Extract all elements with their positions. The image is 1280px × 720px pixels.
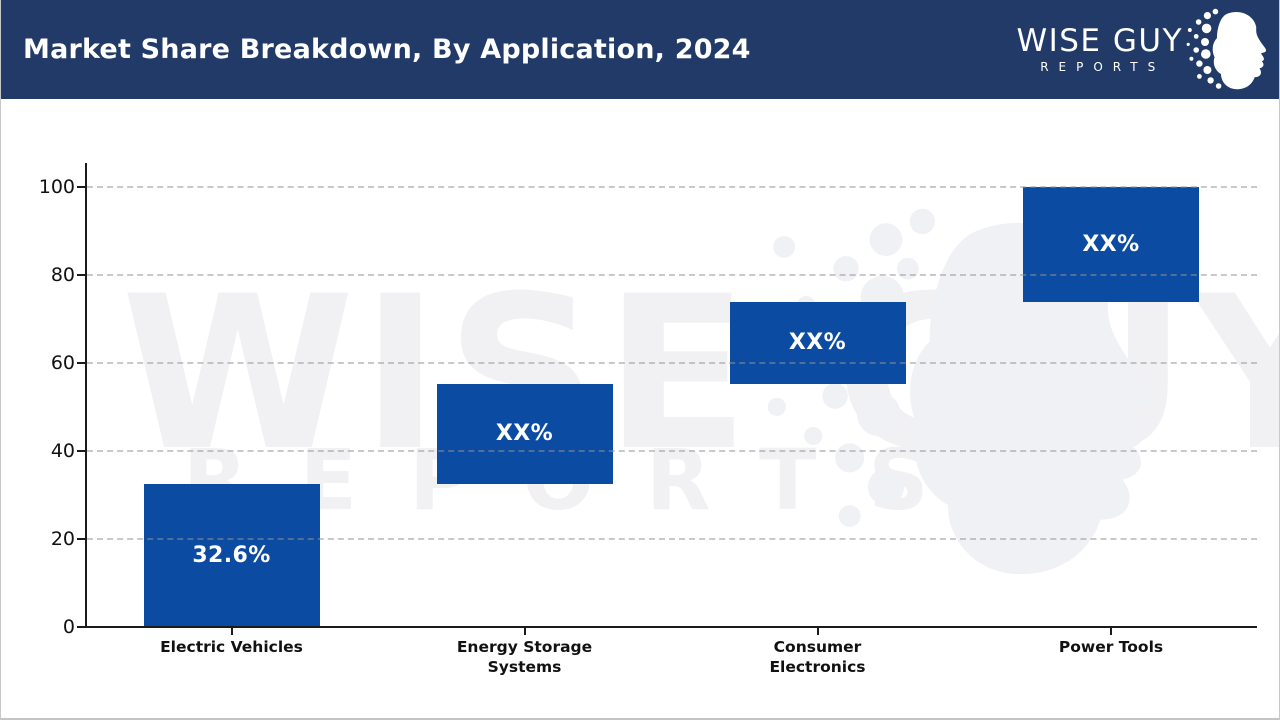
bar-consumer-electronics: XX% [729,301,906,385]
y-tick-mark [77,450,85,452]
category-label-power-tools: Power Tools [1058,638,1164,656]
x-tick-mark [816,628,819,635]
category-label-energy-storage-systems: Energy Storage Systems [456,638,593,676]
y-tick-mark [77,186,85,188]
gridline [87,538,1257,540]
y-tick-label: 0 [62,616,75,638]
y-tick-mark [77,274,85,276]
category-label-consumer-electronics: Consumer Electronics [769,638,866,676]
wiseguy-logo-name: WISE GUY [1016,23,1183,59]
category-label-electric-vehicles: Electric Vehicles [160,638,303,656]
gridline [87,362,1257,364]
y-tick-label: 40 [50,440,75,462]
x-axis-spine [85,626,1257,628]
bar-power-tools: XX% [1023,187,1199,302]
chart-title: Market Share Breakdown, By Application, … [23,34,751,65]
y-tick-label: 80 [50,264,75,286]
x-tick-mark [523,628,526,635]
x-tick-mark [1110,628,1112,635]
y-axis-spine [85,163,87,628]
gridline [87,450,1257,452]
header-bar: Market Share Breakdown, By Application, … [1,0,1279,99]
bar-value-label-electric-vehicles: 32.6% [192,542,271,568]
wiseguy-logo-text: WISE GUY REPORTS [1016,23,1183,74]
bar-energy-storage-systems: XX% [436,384,613,484]
bar-value-label-consumer-electronics: XX% [788,330,847,356]
wiseguy-logo: WISE GUY REPORTS [1016,6,1273,94]
gridline [87,274,1257,276]
y-tick-label: 60 [50,352,75,374]
wiseguy-face-icon [1186,8,1267,89]
y-tick-mark [77,626,85,628]
bar-electric-vehicles: 32.6% [143,483,320,627]
x-tick-mark [230,628,233,635]
gridline [87,186,1257,188]
y-tick-mark [77,538,85,540]
bar-value-label-energy-storage-systems: XX% [495,421,554,447]
y-tick-mark [77,362,85,364]
y-tick-label: 100 [38,176,75,198]
y-tick-label: 20 [50,528,75,550]
wiseguy-logo-subname: REPORTS [1040,60,1166,74]
bar-value-label-power-tools: XX% [1082,231,1140,257]
